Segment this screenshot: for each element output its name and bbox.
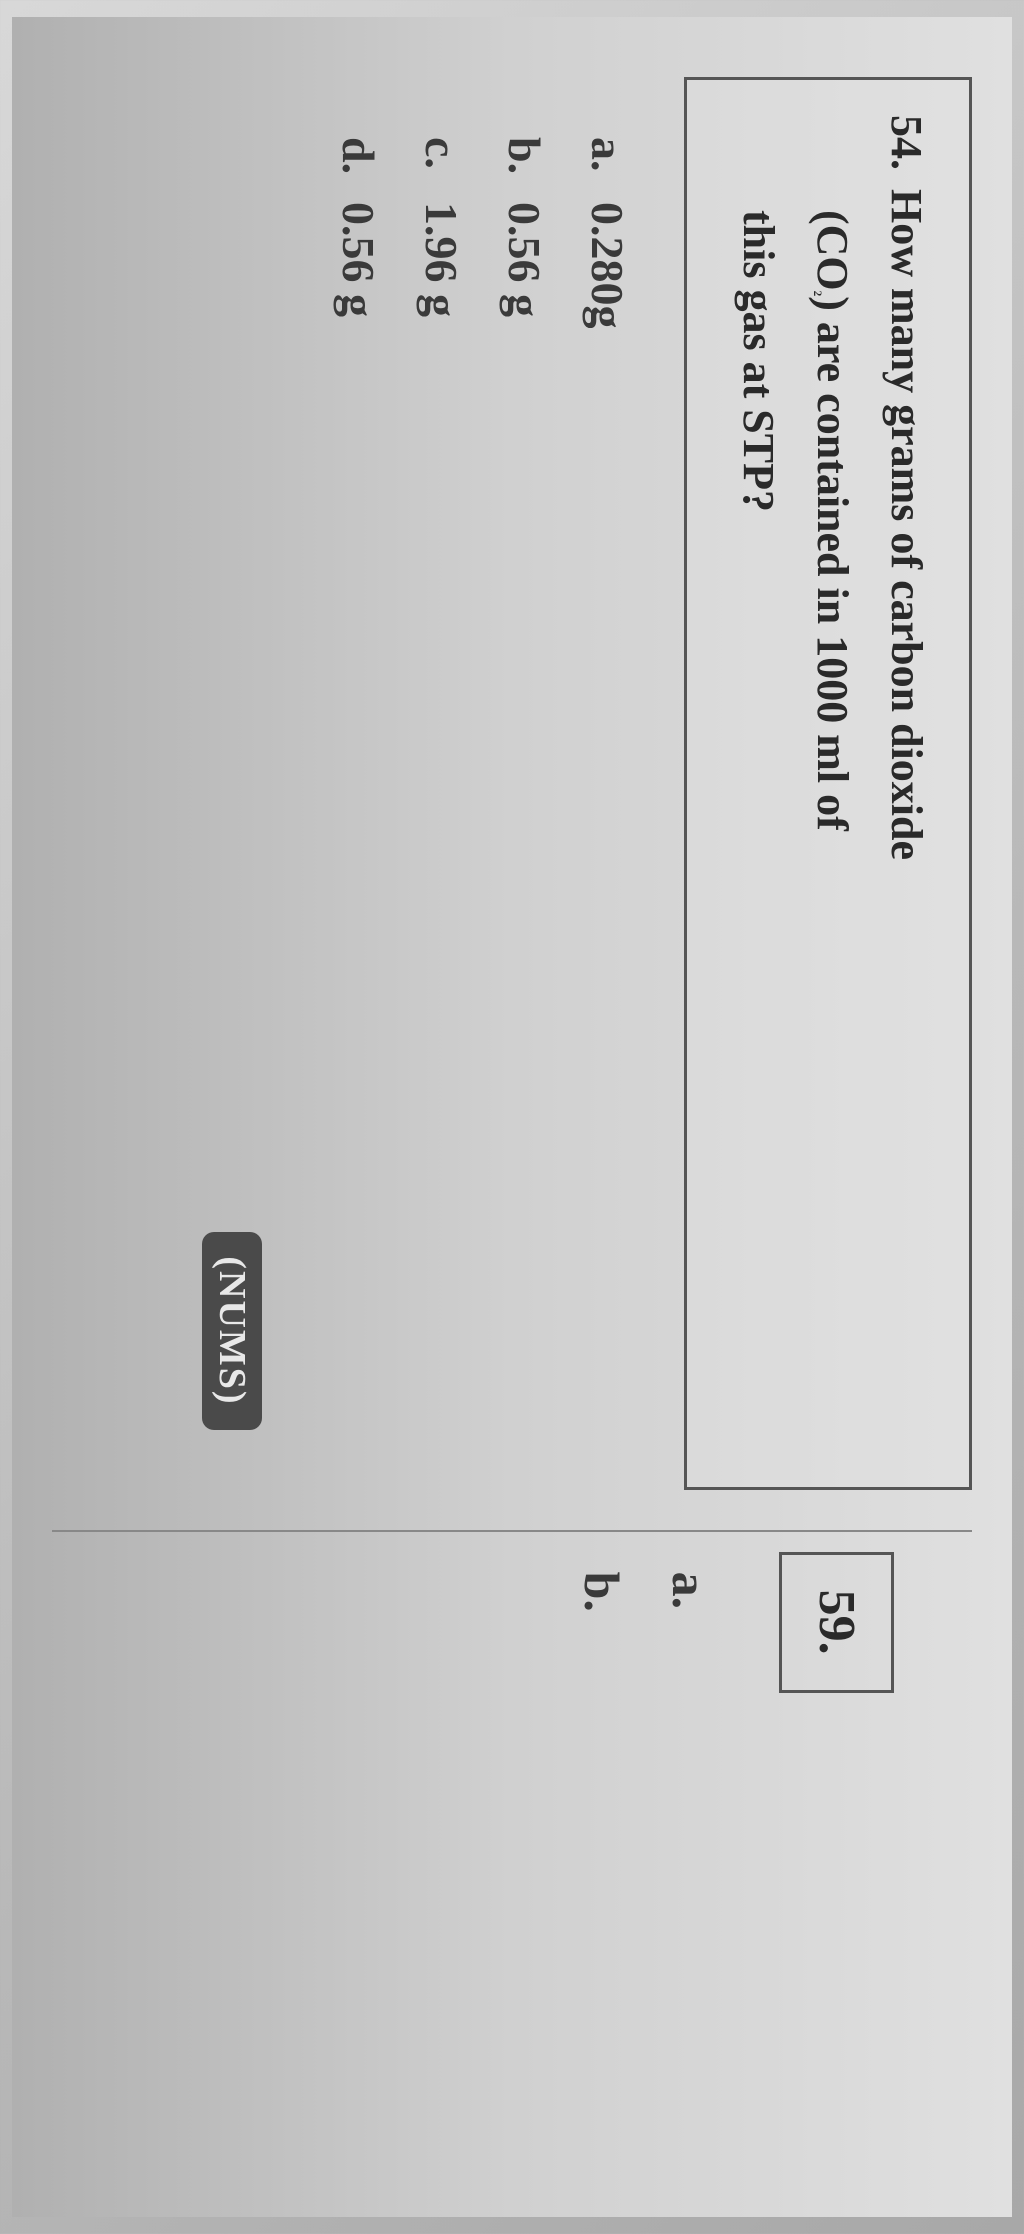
option-a-letter: a.	[581, 137, 634, 177]
option-b-letter: b.	[498, 137, 551, 177]
option-a-value: 0.280g	[581, 202, 634, 1490]
right-option-b: b.	[573, 1572, 631, 1612]
option-d-value: 0.56 g	[332, 202, 385, 1490]
left-column: 54. How many grams of carbon dioxide (CO…	[52, 77, 972, 1530]
option-d: d. 0.56 g	[332, 137, 385, 1490]
options-list: a. 0.280g b. 0.56 g c. 1.96 g d. 0.56 g	[332, 77, 634, 1490]
right-question-box: 59.	[779, 1552, 894, 1693]
option-c-value: 1.96 g	[415, 202, 468, 1490]
option-c: c. 1.96 g	[415, 137, 468, 1490]
source-tag-badge: (NUMS)	[202, 1232, 262, 1429]
option-b-value: 0.56 g	[498, 202, 551, 1490]
question-text-line2-suffix: ) are contained in 1000 ml of	[808, 296, 857, 831]
option-c-letter: c.	[415, 137, 468, 177]
question-line-3: this gas at STP?	[725, 115, 791, 1452]
question-number: 54.	[882, 115, 931, 170]
question-text-line2-prefix: (CO	[808, 210, 857, 291]
question-text-line3: this gas at STP?	[734, 210, 783, 512]
right-option-a: a.	[661, 1572, 719, 1612]
question-text-line1: How many grams of carbon dioxide	[882, 189, 931, 860]
question-line-2: (CO2) are contained in 1000 ml of	[799, 115, 865, 1452]
option-d-letter: d.	[332, 137, 385, 177]
option-b: b. 0.56 g	[498, 137, 551, 1490]
right-column: d. 59. a. b.	[52, 1530, 972, 2157]
question-box: 54. How many grams of carbon dioxide (CO…	[684, 77, 972, 1490]
page-container: 54. How many grams of carbon dioxide (CO…	[12, 17, 1012, 2217]
right-options-list: a. b.	[543, 1552, 719, 1612]
question-line-1: 54. How many grams of carbon dioxide	[873, 115, 939, 1452]
option-a: a. 0.280g	[581, 137, 634, 1490]
